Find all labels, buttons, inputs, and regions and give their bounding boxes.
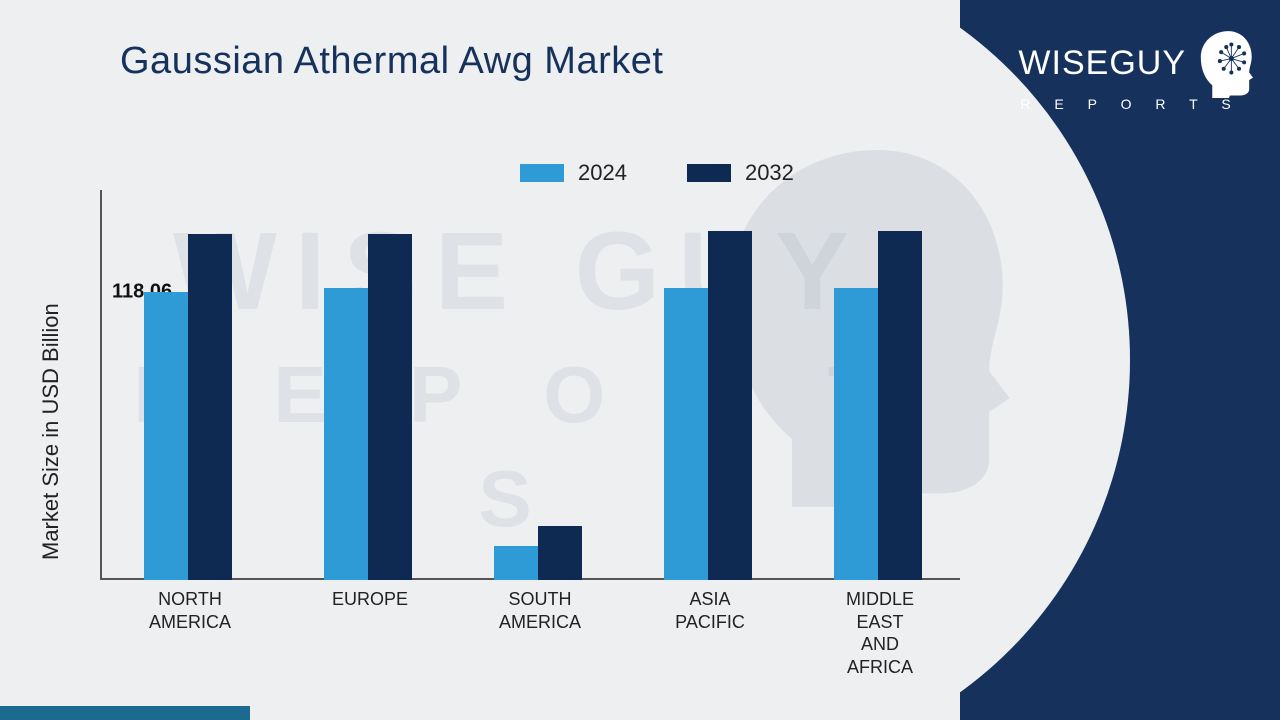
brand-logo: WISEGUY	[1018, 28, 1258, 112]
bar-2024-asia-pacific	[664, 288, 708, 581]
legend-label-2032: 2032	[745, 160, 794, 186]
bar-2032-europe	[368, 234, 412, 580]
logo-main-text: WISEGUY	[1018, 44, 1186, 83]
plot-area: 118.06	[100, 190, 960, 580]
legend-swatch-2024	[520, 164, 564, 182]
category-label-asia-pacific: ASIAPACIFIC	[635, 588, 785, 633]
y-axis-label: Market Size in USD Billion	[38, 303, 64, 560]
y-axis-line	[100, 190, 102, 580]
legend-label-2024: 2024	[578, 160, 627, 186]
category-label-europe: EUROPE	[295, 588, 445, 611]
chart-title: Gaussian Athermal Awg Market	[120, 40, 663, 83]
category-label-mideast-africa: MIDDLEEASTANDAFRICA	[805, 588, 955, 678]
bar-2024-north-america	[144, 292, 188, 580]
bar-2024-south-america	[494, 546, 538, 580]
legend-swatch-2032	[687, 164, 731, 182]
bar-2024-mideast-africa	[834, 288, 878, 581]
bar-2032-mideast-africa	[878, 231, 922, 580]
bar-2024-europe	[324, 288, 368, 581]
category-label-north-america: NORTHAMERICA	[115, 588, 265, 633]
legend-item-2032: 2032	[687, 160, 794, 186]
bar-2032-south-america	[538, 526, 582, 580]
legend-item-2024: 2024	[520, 160, 627, 186]
bar-2032-north-america	[188, 234, 232, 580]
logo-head-icon	[1192, 28, 1258, 98]
bar-2032-asia-pacific	[708, 231, 752, 580]
logo-sub-text: R E P O R T S	[1020, 96, 1258, 112]
legend: 2024 2032	[520, 160, 794, 186]
category-label-south-america: SOUTHAMERICA	[465, 588, 615, 633]
bottom-accent-bar	[0, 706, 250, 720]
